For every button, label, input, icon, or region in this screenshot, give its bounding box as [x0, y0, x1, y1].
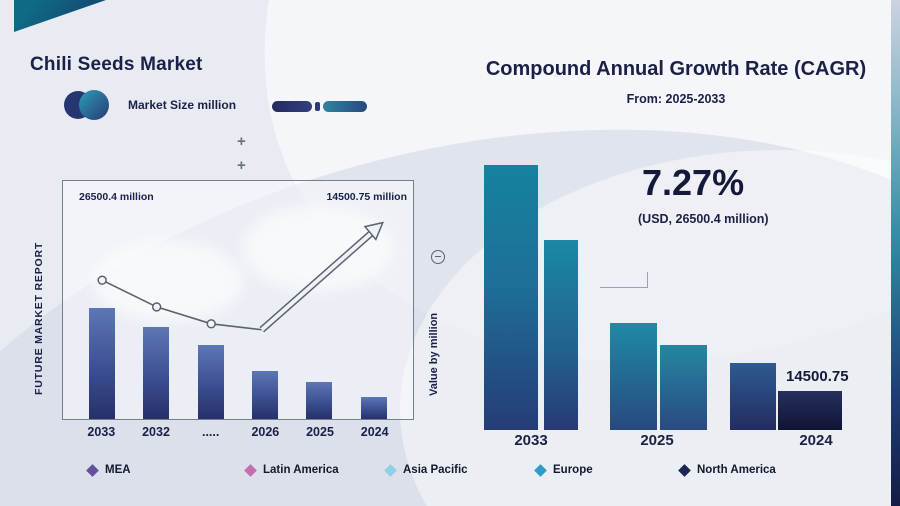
left-bar: [143, 327, 170, 419]
left-bar-slot: [292, 382, 346, 419]
right-x-label: 2033: [514, 432, 548, 449]
left-bar-slot: [75, 308, 129, 419]
legend-pill-separator: [315, 102, 320, 111]
right-chart-title: Compound Annual Growth Rate (CAGR): [485, 58, 867, 80]
right-bar: [778, 391, 842, 430]
trend-arrow-line: [97, 221, 385, 333]
legend-label: Europe: [553, 464, 593, 476]
right-bar: [544, 240, 578, 430]
right-bar: [484, 165, 538, 430]
legend-label: Asia Pacific: [403, 464, 468, 476]
right-edge-strip: [891, 0, 900, 506]
legend-label: North America: [697, 464, 776, 476]
right-bar: [730, 363, 776, 430]
cagr-detail: (USD, 26500.4 million): [638, 212, 769, 226]
cagr-percentage: 7.27%: [642, 162, 745, 203]
left-bar-slot: [347, 397, 401, 419]
market-size-cylinder-icon: [64, 90, 110, 120]
right-x-label: 2025: [640, 432, 674, 449]
corner-triangle-decoration: [14, 0, 106, 32]
left-bar-chart: 26500.4 million 14500.75 million: [62, 180, 414, 420]
left-bar-slot: [238, 371, 292, 419]
cloud-decoration: [93, 241, 243, 321]
left-bar: [306, 382, 333, 419]
left-x-label: .....: [201, 425, 220, 439]
right-bar-chart: [484, 160, 842, 430]
step-line-decoration: [600, 272, 648, 288]
left-bar: [197, 345, 224, 419]
bottom-edge-strip: [0, 500, 900, 506]
legend-item: Latin America: [244, 463, 339, 477]
plus-icon: +: [237, 157, 246, 174]
left-bar-slot: [184, 345, 238, 419]
left-bars-group: [75, 181, 401, 419]
legend-label: MEA: [105, 464, 131, 476]
right-chart-subtitle: From: 2025-2033: [626, 92, 726, 106]
future-market-report-label: FUTURE MARKET REPORT: [33, 241, 45, 395]
diamond-icon: [678, 463, 691, 477]
plus-icon: +: [237, 133, 246, 150]
left-bar: [89, 308, 116, 419]
min-value-label: 14500.75 million: [326, 191, 407, 203]
left-chart-title: Chili Seeds Market: [30, 54, 203, 75]
diamond-icon: [86, 463, 99, 477]
left-x-label: 2032: [142, 425, 170, 439]
left-x-label: 2025: [306, 425, 334, 439]
right-x-label: 2024: [799, 432, 833, 449]
legend-label: Latin America: [263, 464, 339, 476]
right-bar: [660, 345, 707, 430]
legend-pill-teal: [323, 101, 367, 112]
left-x-label: 2033: [87, 425, 116, 439]
left-bar: [360, 397, 387, 419]
left-bar-slot: [129, 327, 183, 419]
max-value-label: 26500.4 million: [79, 191, 154, 203]
diamond-icon: [534, 463, 547, 477]
legend-item: North America: [678, 463, 776, 477]
right-bar: [610, 323, 657, 430]
left-x-axis-labels: 2033 2032..... 2026 2025 2024: [74, 425, 402, 439]
right-x-axis-labels: 2033 2025 2024: [484, 432, 842, 452]
legend-item: Europe: [534, 463, 593, 477]
legend-item: MEA: [86, 463, 131, 477]
left-x-label: 2024: [360, 425, 389, 439]
minus-icon: [431, 250, 445, 264]
legend-pill-navy: [272, 101, 312, 112]
diamond-icon: [244, 463, 257, 477]
left-x-label: 2026: [251, 425, 280, 439]
bar-value-annotation: 14500.75: [786, 368, 849, 385]
diamond-icon: [384, 463, 397, 477]
market-size-legend-label: Market Size million: [128, 98, 237, 112]
left-bar: [252, 371, 279, 419]
value-axis-label: Value by million: [428, 312, 440, 396]
legend-item: Asia Pacific: [384, 463, 468, 477]
